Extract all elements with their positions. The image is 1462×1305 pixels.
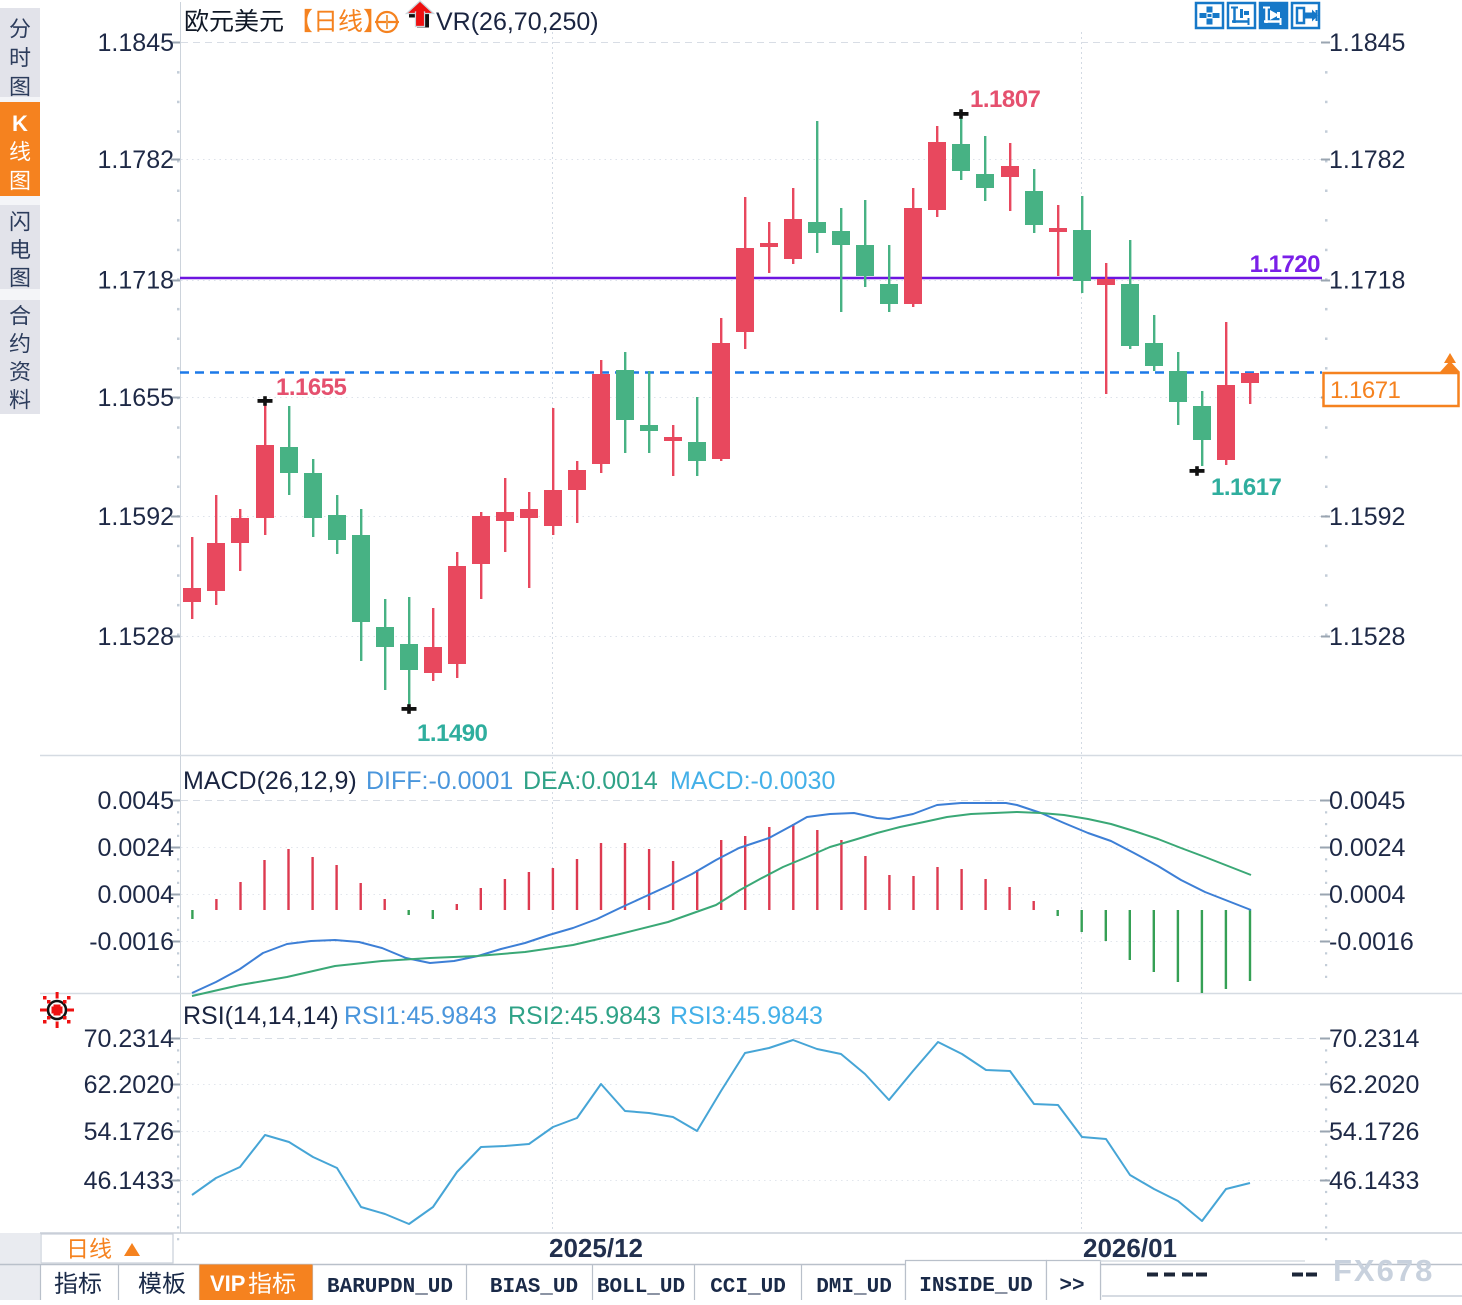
svg-text:46.1433: 46.1433 bbox=[1329, 1167, 1419, 1195]
svg-text:70.2314: 70.2314 bbox=[1329, 1025, 1419, 1053]
svg-text:DEA:0.0014: DEA:0.0014 bbox=[523, 767, 658, 795]
svg-text:1.1592: 1.1592 bbox=[1329, 503, 1405, 531]
svg-text:0.0004: 0.0004 bbox=[98, 881, 175, 909]
svg-text:62.2020: 62.2020 bbox=[84, 1071, 174, 1099]
svg-text:0.0024: 0.0024 bbox=[1329, 834, 1406, 862]
svg-text:1.1718: 1.1718 bbox=[1329, 267, 1405, 295]
svg-text:54.1726: 54.1726 bbox=[1329, 1118, 1419, 1146]
svg-text:MACD:-0.0030: MACD:-0.0030 bbox=[670, 767, 835, 795]
svg-text:BIAS_UD: BIAS_UD bbox=[490, 1276, 578, 1299]
svg-text:RSI1:45.9843: RSI1:45.9843 bbox=[344, 1002, 497, 1030]
svg-text:70.2314: 70.2314 bbox=[84, 1025, 174, 1053]
svg-text:62.2020: 62.2020 bbox=[1329, 1071, 1419, 1099]
svg-text:1.1782: 1.1782 bbox=[98, 146, 174, 174]
svg-text:1.1782: 1.1782 bbox=[1329, 146, 1405, 174]
svg-text:1.1617: 1.1617 bbox=[1211, 474, 1282, 501]
svg-text:2026/01: 2026/01 bbox=[1083, 1233, 1177, 1263]
svg-text:CCI_UD: CCI_UD bbox=[710, 1276, 786, 1299]
svg-text:1.1528: 1.1528 bbox=[98, 623, 174, 651]
svg-text:RSI(14,14,14): RSI(14,14,14) bbox=[183, 1002, 339, 1030]
svg-text:DIFF:-0.0001: DIFF:-0.0001 bbox=[366, 767, 513, 795]
svg-text:-0.0016: -0.0016 bbox=[89, 928, 174, 956]
svg-text:BOLL_UD: BOLL_UD bbox=[597, 1276, 685, 1299]
svg-text:46.1433: 46.1433 bbox=[84, 1167, 174, 1195]
svg-text:-0.0016: -0.0016 bbox=[1329, 928, 1414, 956]
svg-text:1.1718: 1.1718 bbox=[98, 267, 174, 295]
svg-text:1.1720: 1.1720 bbox=[1250, 251, 1321, 278]
svg-text:1.1807: 1.1807 bbox=[970, 86, 1041, 113]
svg-text:0.0024: 0.0024 bbox=[98, 834, 175, 862]
svg-text:54.1726: 54.1726 bbox=[84, 1118, 174, 1146]
svg-text:0.0045: 0.0045 bbox=[98, 787, 174, 815]
svg-text:DMI_UD: DMI_UD bbox=[816, 1276, 892, 1299]
svg-text:RSI2:45.9843: RSI2:45.9843 bbox=[508, 1002, 661, 1030]
svg-text:2025/12: 2025/12 bbox=[549, 1233, 643, 1263]
svg-text:1.1490: 1.1490 bbox=[417, 720, 488, 747]
svg-text:MACD(26,12,9): MACD(26,12,9) bbox=[183, 767, 357, 795]
svg-text:1.1528: 1.1528 bbox=[1329, 623, 1405, 651]
svg-text:VIP: VIP bbox=[210, 1271, 245, 1296]
svg-text:1.1845: 1.1845 bbox=[98, 29, 174, 57]
svg-text:1.1671: 1.1671 bbox=[1330, 377, 1401, 404]
svg-text:0.0045: 0.0045 bbox=[1329, 787, 1405, 815]
svg-text:K: K bbox=[12, 111, 28, 136]
svg-text:RSI3:45.9843: RSI3:45.9843 bbox=[670, 1002, 823, 1030]
svg-text:1.1845: 1.1845 bbox=[1329, 29, 1405, 57]
svg-text:1.1655: 1.1655 bbox=[98, 384, 174, 412]
svg-text:1.1592: 1.1592 bbox=[98, 503, 174, 531]
svg-text:0.0004: 0.0004 bbox=[1329, 881, 1406, 909]
svg-text:1.1655: 1.1655 bbox=[276, 374, 347, 401]
svg-text:BARUPDN_UD: BARUPDN_UD bbox=[327, 1276, 453, 1299]
svg-text:INSIDE_UD: INSIDE_UD bbox=[919, 1275, 1032, 1298]
svg-text:>>: >> bbox=[1059, 1275, 1084, 1298]
svg-text:FX678: FX678 bbox=[1333, 1253, 1434, 1288]
svg-text:VR(26,70,250): VR(26,70,250) bbox=[436, 8, 599, 36]
